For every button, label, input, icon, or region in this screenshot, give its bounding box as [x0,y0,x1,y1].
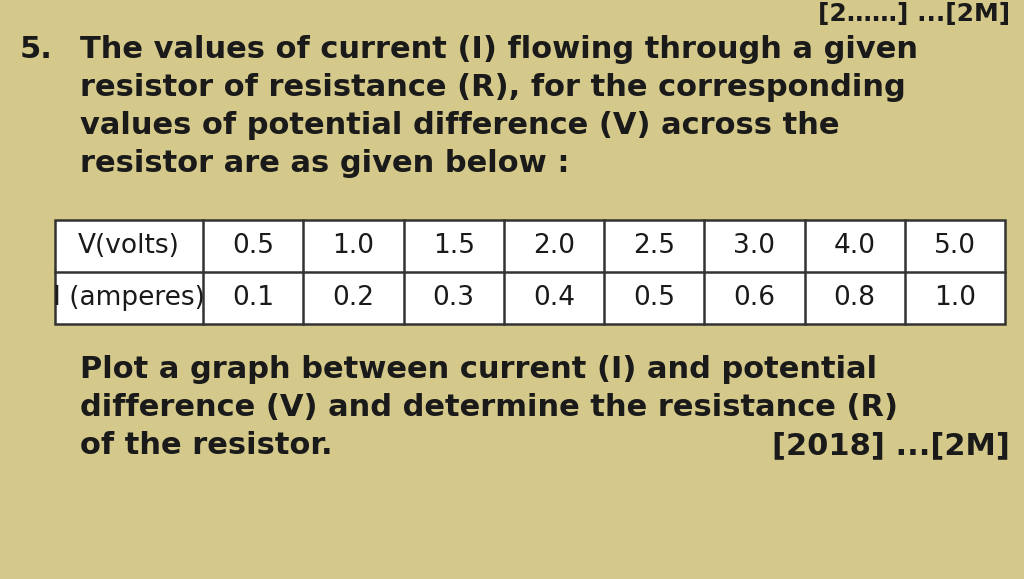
Text: 0.6: 0.6 [733,285,775,311]
Text: 2.0: 2.0 [532,233,574,259]
Text: of the resistor.: of the resistor. [80,431,333,460]
Text: resistor of resistance (R), for the corresponding: resistor of resistance (R), for the corr… [80,73,906,102]
Bar [55,220,1005,324]
Text: Plot a graph between current (I) and potential: Plot a graph between current (I) and pot… [80,355,878,384]
Text: [2……] ...[2M]: [2……] ...[2M] [818,2,1010,26]
Text: 1.5: 1.5 [432,233,475,259]
Text: 0.5: 0.5 [232,233,274,259]
Text: 0.2: 0.2 [333,285,375,311]
Text: 0.4: 0.4 [532,285,574,311]
Text: 3.0: 3.0 [733,233,775,259]
Text: I (amperes): I (amperes) [53,285,205,311]
Text: 1.0: 1.0 [934,285,976,311]
Text: [2018] ...[2M]: [2018] ...[2M] [772,431,1010,460]
Text: 5.: 5. [20,35,53,64]
Text: V(volts): V(volts) [78,233,180,259]
Text: 0.3: 0.3 [432,285,475,311]
Text: 0.1: 0.1 [232,285,274,311]
Text: 1.0: 1.0 [333,233,375,259]
Text: 0.5: 0.5 [633,285,675,311]
Text: 4.0: 4.0 [834,233,876,259]
Text: 2.5: 2.5 [633,233,675,259]
Text: 0.8: 0.8 [834,285,876,311]
Text: resistor are as given below :: resistor are as given below : [80,149,569,178]
Text: difference (V) and determine the resistance (R): difference (V) and determine the resista… [80,393,898,422]
Text: The values of current (I) flowing through a given: The values of current (I) flowing throug… [80,35,918,64]
Text: 5.0: 5.0 [934,233,976,259]
Text: values of potential difference (V) across the: values of potential difference (V) acros… [80,111,840,140]
